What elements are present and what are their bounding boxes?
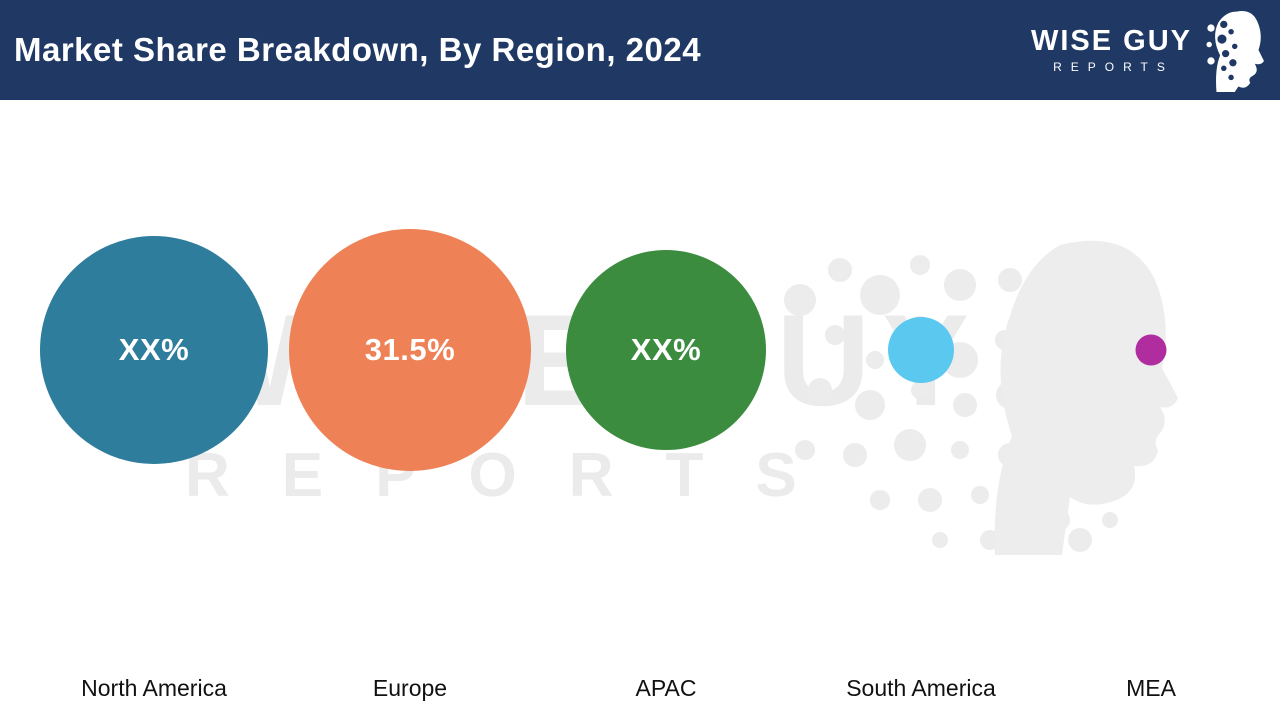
bubble-value-label: XX% [630,332,702,367]
region-label: MEA [1126,675,1176,701]
bubble-group-apac: XX% APAC [538,100,794,720]
watermark-head-logo [784,240,1178,556]
watermark-reports-text: REPORTS [185,441,849,510]
bubble [1135,334,1167,366]
bubble-group-europe: 31.5% Europe [282,100,538,720]
header-bar: Market Share Breakdown, By Region, 2024 … [0,0,1280,100]
brand-subname: REPORTS [1053,59,1174,74]
bubble [888,317,954,383]
bubble: XX% [40,236,268,464]
brand-logo: WISE GUY REPORTS [1031,8,1264,92]
brand-name: WISE GUY [1030,25,1192,58]
region-label: North America [81,675,227,701]
bubble-group-mea: MEA [1023,100,1279,720]
region-label: South America [846,675,996,701]
bubble-group-north-america: XX% North America [26,100,282,720]
bubble-value-label: XX% [118,332,190,367]
bubble-value-label: 31.5% [364,332,456,367]
page-title: Market Share Breakdown, By Region, 2024 [14,31,702,68]
bubble: 31.5% [289,229,531,471]
brand-head-icon [1206,10,1264,92]
bubble-group-south-america: South America [793,100,1049,720]
chart-area: WISE GUY REPORTS XX% North America 31.5%… [0,100,1280,720]
region-label: Europe [372,675,448,701]
bubble: XX% [566,250,766,450]
region-label: APAC [635,675,697,701]
brand-text: WISE GUY REPORTS [1030,25,1192,74]
